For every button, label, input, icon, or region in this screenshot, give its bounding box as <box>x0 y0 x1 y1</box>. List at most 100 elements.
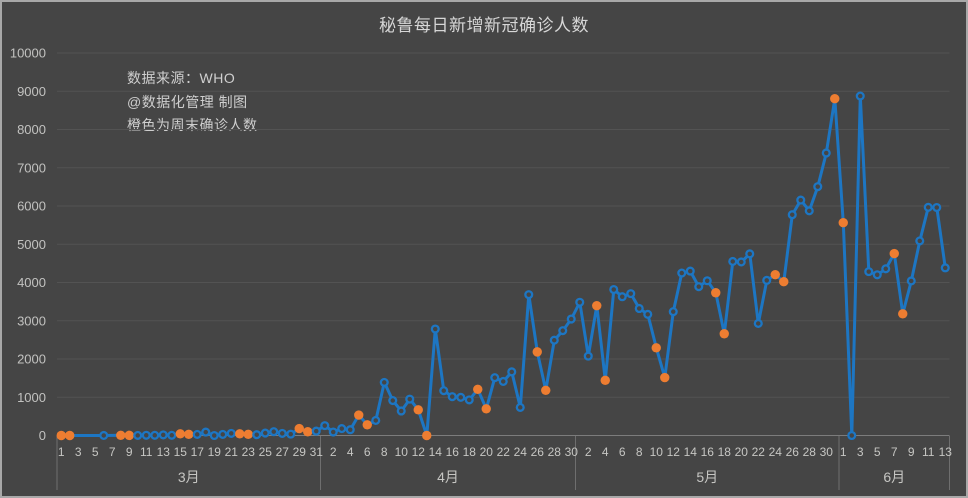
marker-weekend-point <box>838 218 848 228</box>
x-day-tick-label: 19 <box>208 445 222 459</box>
marker-weekday-point <box>269 427 279 437</box>
marker-weekday-point <box>634 303 644 314</box>
marker-weekday-point <box>456 392 466 402</box>
annotation-data-source: 数据来源：WHO <box>127 70 236 86</box>
x-day-tick-label: 24 <box>769 445 783 459</box>
marker-weekday-point <box>745 249 755 259</box>
marker-weekend-point <box>65 430 75 441</box>
marker-weekday-point <box>201 427 211 437</box>
x-day-tick-label: 24 <box>514 445 528 459</box>
x-day-tick-label: 15 <box>174 445 188 459</box>
x-day-tick-label: 8 <box>636 445 643 459</box>
marker-weekday-point <box>430 324 440 334</box>
x-day-tick-label: 6 <box>619 445 626 459</box>
x-day-tick-label: 20 <box>480 445 494 459</box>
x-day-tick-label: 5 <box>874 445 881 459</box>
marker-weekday-point <box>626 289 636 299</box>
marker-weekday-point <box>388 395 398 406</box>
y-tick-label: 1000 <box>17 390 46 405</box>
marker-weekday-point <box>490 373 500 383</box>
x-day-tick-label: 18 <box>718 445 732 459</box>
x-day-tick-label: 14 <box>429 445 443 459</box>
series-markers <box>56 91 950 441</box>
marker-weekday-point <box>99 430 109 441</box>
x-day-tick-label: 9 <box>908 445 915 459</box>
x-day-tick-label: 29 <box>293 445 307 459</box>
x-day-tick-label: 9 <box>126 445 133 459</box>
marker-weekday-point <box>796 195 806 205</box>
marker-weekday-point <box>328 427 338 437</box>
x-day-tick-label: 17 <box>191 445 205 459</box>
marker-weekend-point <box>473 384 483 394</box>
marker-weekday-point <box>643 309 653 319</box>
marker-weekday-point <box>762 275 772 285</box>
marker-weekday-point <box>940 263 950 273</box>
marker-weekend-point <box>303 427 313 437</box>
marker-weekday-point <box>685 266 695 276</box>
marker-weekday-point <box>320 421 330 431</box>
x-day-tick-label: 22 <box>497 445 511 459</box>
marker-weekday-point <box>881 264 891 274</box>
x-day-tick-label: 30 <box>565 445 579 459</box>
x-day-tick-label: 25 <box>259 445 273 459</box>
x-month-labels: 3月 4月 5月 6月 <box>178 469 905 485</box>
x-day-tick-label: 23 <box>242 445 256 459</box>
x-day-tick-label: 16 <box>446 445 460 459</box>
x-day-tick-label: 3 <box>75 445 82 459</box>
x-day-tick-label: 31 <box>310 445 324 459</box>
marker-weekday-point <box>439 386 449 396</box>
x-day-tick-label: 3 <box>857 445 864 459</box>
marker-weekday-point <box>498 376 508 387</box>
chart-title: 秘鲁每日新增新冠确诊人数 <box>379 16 589 35</box>
marker-weekend-point <box>898 309 908 319</box>
marker-weekday-point <box>345 425 355 435</box>
marker-weekday-point <box>192 429 202 439</box>
marker-weekend-point <box>362 420 372 430</box>
marker-weekend-point <box>660 372 670 383</box>
marker-weekend-point <box>779 277 789 287</box>
x-month-label: 5月 <box>696 469 718 485</box>
x-day-tick-label: 12 <box>667 445 681 459</box>
month-separators <box>56 436 950 490</box>
x-day-tick-label: 2 <box>330 445 337 459</box>
marker-weekday-point <box>728 256 738 267</box>
x-day-tick-label: 10 <box>650 445 664 459</box>
marker-weekday-point <box>566 314 576 324</box>
marker-weekend-point <box>481 404 491 414</box>
x-day-labels: 1 3 5 7 9 11 13 15 17 19 21 23 25 27 29 31 2 4 6 8 10 12 14 16 1… <box>58 445 952 459</box>
marker-weekend-point <box>294 423 304 434</box>
marker-weekend-point <box>175 429 185 439</box>
marker-weekday-point <box>133 430 143 440</box>
x-day-tick-label: 7 <box>891 445 898 459</box>
marker-weekday-point <box>286 429 296 439</box>
marker-weekday-point <box>311 426 321 436</box>
x-month-label: 6月 <box>883 469 905 485</box>
marker-weekday-point <box>558 326 568 336</box>
marker-weekend-point <box>116 430 126 441</box>
x-day-tick-label: 4 <box>347 445 354 459</box>
marker-weekday-point <box>575 297 585 307</box>
marker-weekday-point <box>226 428 236 438</box>
x-day-tick-label: 11 <box>922 445 935 459</box>
marker-weekday-point <box>932 202 942 213</box>
x-day-tick-label: 20 <box>735 445 749 459</box>
marker-weekday-point <box>515 402 525 412</box>
marker-weekend-point <box>711 288 721 298</box>
x-day-tick-label: 4 <box>602 445 609 459</box>
x-day-tick-label: 27 <box>276 445 290 459</box>
marker-weekday-point <box>668 307 678 317</box>
y-tick-label: 0 <box>39 428 46 443</box>
marker-weekday-point <box>396 406 406 416</box>
x-day-tick-label: 1 <box>840 445 847 459</box>
marker-weekend-point <box>592 300 602 311</box>
marker-weekday-point <box>787 210 797 220</box>
x-day-tick-label: 28 <box>803 445 817 459</box>
y-tick-label: 3000 <box>17 313 46 328</box>
marker-weekday-point <box>855 91 865 101</box>
marker-weekend-point <box>235 429 245 439</box>
marker-weekend-point <box>719 329 729 339</box>
marker-weekday-point <box>813 182 823 192</box>
marker-weekend-point <box>600 375 610 385</box>
x-month-label: 3月 <box>178 469 200 485</box>
